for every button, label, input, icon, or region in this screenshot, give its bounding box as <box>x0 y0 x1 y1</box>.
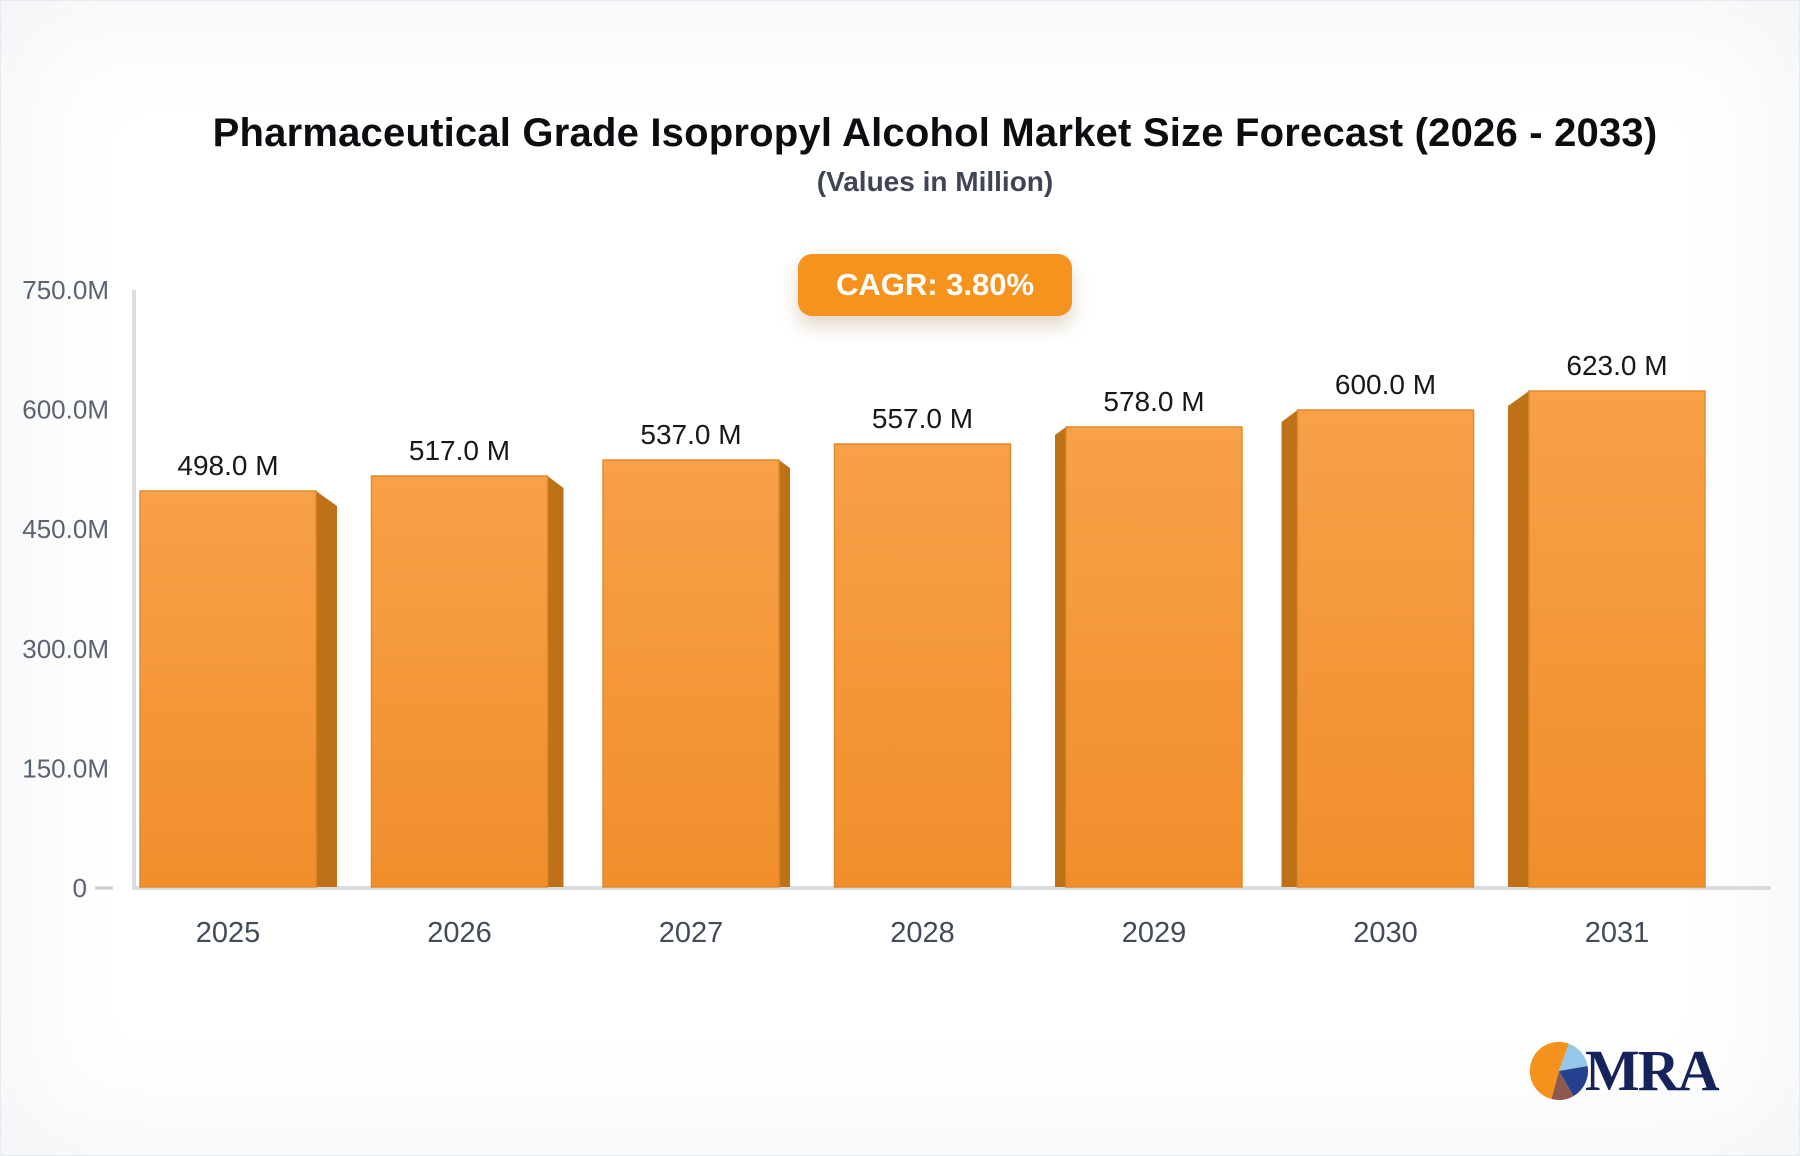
bar-side-face <box>316 491 337 887</box>
bar-front-face <box>1528 390 1706 888</box>
pie-slice-navy <box>1559 1066 1589 1097</box>
bar-front-face <box>833 443 1012 888</box>
bar-front-face <box>370 475 549 888</box>
brand-logo-text: MRA <box>1585 1038 1720 1103</box>
x-category-label: 2029 <box>1122 917 1187 949</box>
bar-front-face <box>1296 409 1475 888</box>
pie-slice-lightblue <box>1559 1043 1588 1071</box>
x-category-label: 2028 <box>890 917 955 949</box>
y-tick-label: 450.0M <box>22 514 109 544</box>
bar-side-face <box>1508 391 1529 887</box>
bar-2031[interactable]: 623.0 M 2031 <box>1508 350 1706 949</box>
pie-slice-maroon <box>1551 1071 1574 1100</box>
bar-front-face <box>602 459 780 888</box>
bar-2027[interactable]: 537.0 M 2027 <box>602 419 790 949</box>
x-category-label: 2027 <box>659 917 724 949</box>
bar-2026[interactable]: 517.0 M 2026 <box>370 435 564 949</box>
bar-value-label: 578.0 M <box>1103 386 1204 417</box>
bar-value-label: 623.0 M <box>1566 350 1667 381</box>
bar-value-label: 517.0 M <box>409 435 510 466</box>
bar-value-label: 600.0 M <box>1335 369 1436 400</box>
chart-title: Pharmaceutical Grade Isopropyl Alcohol M… <box>212 111 1658 155</box>
y-tick-label: 750.0M <box>22 275 109 305</box>
x-category-label: 2025 <box>196 917 261 949</box>
brand-logo: MRA <box>1529 1038 1720 1103</box>
bar-value-label: 537.0 M <box>640 419 741 450</box>
y-tick-label: 150.0M <box>22 753 109 783</box>
bar-front-face <box>1065 426 1243 888</box>
bar-2030[interactable]: 600.0 M 2030 <box>1281 369 1475 949</box>
bar-value-label: 498.0 M <box>177 450 278 481</box>
bar-2025[interactable]: 498.0 M 2025 <box>139 450 337 949</box>
pie-slice-orange <box>1529 1041 1569 1099</box>
bar-side-face <box>779 460 790 887</box>
badge-row: CAGR: 3.80% <box>71 254 1799 316</box>
x-category-label: 2030 <box>1353 917 1418 949</box>
pie-logo-icon <box>1529 1041 1589 1100</box>
chart-subtitle: (Values in Million) <box>816 166 1054 197</box>
bar-side-face <box>1055 427 1066 887</box>
y-tick-label: 0 <box>73 873 87 903</box>
y-tick-label: 300.0M <box>22 634 109 664</box>
bar-2029[interactable]: 578.0 M 2029 <box>1055 386 1243 949</box>
y-tick-label: 600.0M <box>22 395 109 425</box>
chart-header: Pharmaceutical Grade Isopropyl Alcohol M… <box>71 1 1799 316</box>
x-category-label: 2026 <box>427 917 492 949</box>
bar-value-label: 557.0 M <box>872 403 973 434</box>
bar-front-face <box>139 490 317 888</box>
bar-side-face <box>1281 410 1298 887</box>
bar-side-face <box>547 476 564 887</box>
bar-2028[interactable]: 557.0 M 2028 <box>833 403 1012 949</box>
x-category-label: 2031 <box>1585 917 1650 949</box>
cagr-badge: CAGR: 3.80% <box>797 254 1073 316</box>
